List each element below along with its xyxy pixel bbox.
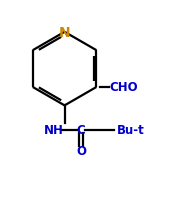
Text: Bu-t: Bu-t xyxy=(117,123,145,136)
Text: CHO: CHO xyxy=(109,81,138,94)
Text: O: O xyxy=(76,145,86,158)
Text: C: C xyxy=(77,123,85,136)
Text: NH: NH xyxy=(44,123,64,136)
Text: N: N xyxy=(59,26,70,40)
